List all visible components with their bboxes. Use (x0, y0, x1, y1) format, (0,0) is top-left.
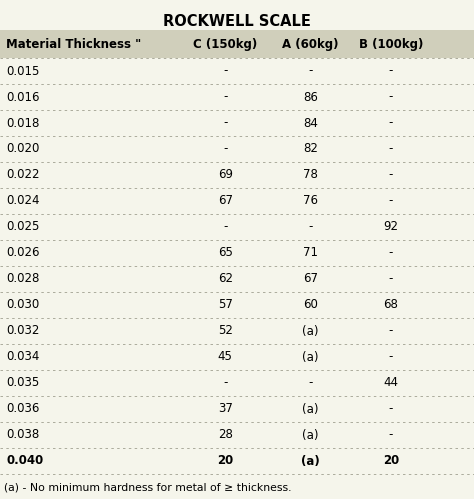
Text: 28: 28 (218, 429, 233, 442)
Text: 84: 84 (303, 116, 318, 130)
Text: 0.018: 0.018 (6, 116, 40, 130)
Text: (a): (a) (302, 403, 319, 416)
Text: 71: 71 (303, 247, 318, 259)
Text: -: - (389, 324, 393, 337)
Text: 0.015: 0.015 (6, 64, 40, 77)
Text: (a): (a) (302, 324, 319, 337)
Text: -: - (308, 377, 313, 390)
Text: 0.035: 0.035 (6, 377, 40, 390)
Text: 62: 62 (218, 272, 233, 285)
Text: C (150kg): C (150kg) (193, 37, 257, 50)
Text: -: - (389, 116, 393, 130)
Text: (a) - No minimum hardness for metal of ≥ thickness.: (a) - No minimum hardness for metal of ≥… (4, 482, 292, 492)
Text: ROCKWELL SCALE: ROCKWELL SCALE (163, 14, 311, 29)
Text: 57: 57 (218, 298, 233, 311)
Text: 76: 76 (303, 195, 318, 208)
Text: 92: 92 (383, 221, 399, 234)
Text: -: - (389, 350, 393, 363)
Text: 82: 82 (303, 143, 318, 156)
Text: 0.034: 0.034 (6, 350, 40, 363)
Text: 0.024: 0.024 (6, 195, 40, 208)
Text: -: - (389, 195, 393, 208)
Text: 20: 20 (383, 455, 399, 468)
Text: 0.020: 0.020 (6, 143, 40, 156)
Bar (0, 30, 474, 58)
Text: 0.016: 0.016 (6, 90, 40, 103)
Text: -: - (389, 90, 393, 103)
Text: A (60kg): A (60kg) (282, 37, 339, 50)
Text: 37: 37 (218, 403, 233, 416)
Text: -: - (223, 116, 228, 130)
Text: B (100kg): B (100kg) (359, 37, 423, 50)
Text: 68: 68 (383, 298, 399, 311)
Text: (a): (a) (302, 429, 319, 442)
Text: 0.028: 0.028 (6, 272, 40, 285)
Text: (a): (a) (302, 350, 319, 363)
Text: 0.040: 0.040 (6, 455, 44, 468)
Text: -: - (223, 64, 228, 77)
Text: 44: 44 (383, 377, 399, 390)
Text: 52: 52 (218, 324, 233, 337)
Text: 45: 45 (218, 350, 233, 363)
Text: Material Thickness ": Material Thickness " (6, 37, 142, 50)
Text: -: - (389, 169, 393, 182)
Text: 0.030: 0.030 (6, 298, 40, 311)
Text: -: - (308, 64, 313, 77)
Text: -: - (389, 247, 393, 259)
Text: 78: 78 (303, 169, 318, 182)
Text: -: - (223, 221, 228, 234)
Text: -: - (389, 143, 393, 156)
Text: 67: 67 (218, 195, 233, 208)
Text: 60: 60 (303, 298, 318, 311)
Text: -: - (223, 377, 228, 390)
Text: -: - (389, 429, 393, 442)
Text: 86: 86 (303, 90, 318, 103)
Text: -: - (223, 90, 228, 103)
Text: -: - (389, 64, 393, 77)
Text: 0.036: 0.036 (6, 403, 40, 416)
Text: 0.022: 0.022 (6, 169, 40, 182)
Text: -: - (389, 272, 393, 285)
Text: 0.038: 0.038 (6, 429, 40, 442)
Text: 65: 65 (218, 247, 233, 259)
Text: 0.025: 0.025 (6, 221, 40, 234)
Text: 0.032: 0.032 (6, 324, 40, 337)
Text: -: - (223, 143, 228, 156)
Text: -: - (308, 221, 313, 234)
Text: 0.026: 0.026 (6, 247, 40, 259)
Text: (a): (a) (301, 455, 320, 468)
Text: 67: 67 (303, 272, 318, 285)
Text: -: - (389, 403, 393, 416)
Text: 20: 20 (217, 455, 233, 468)
Text: 69: 69 (218, 169, 233, 182)
